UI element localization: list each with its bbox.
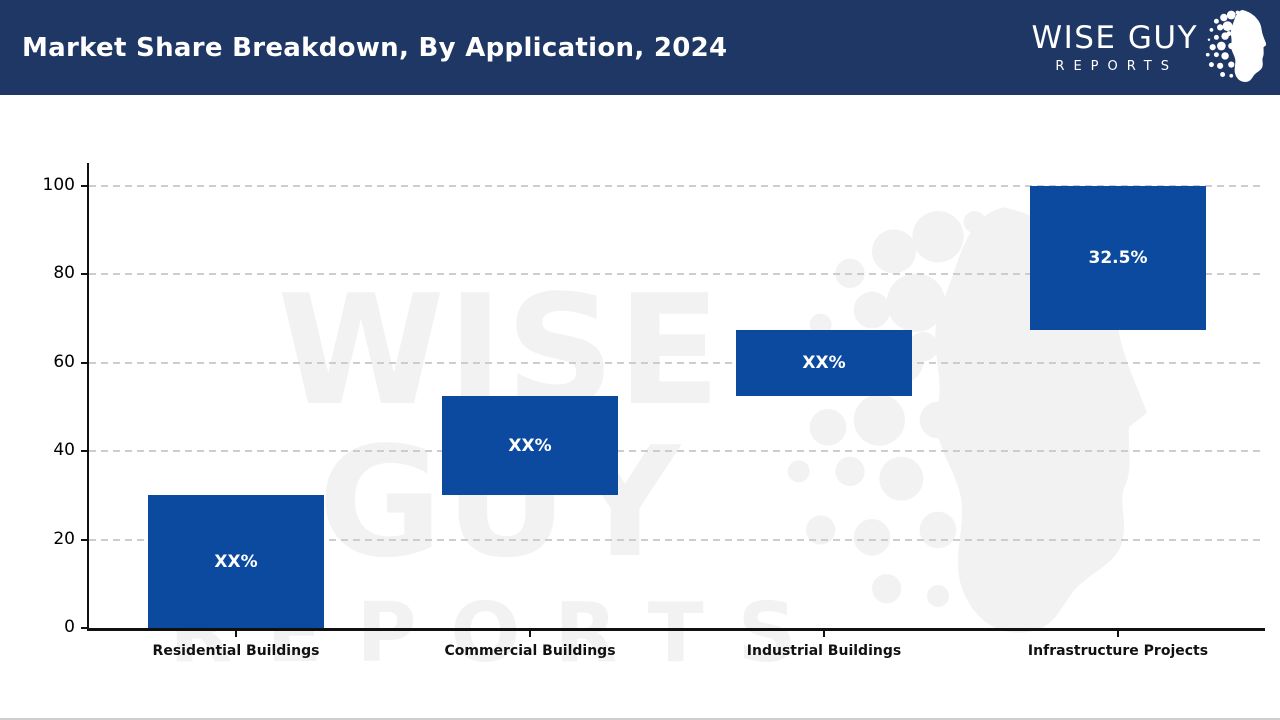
- x-category-label: Commercial Buildings: [444, 643, 616, 659]
- y-tick-mark: [81, 450, 89, 453]
- y-tick-mark: [81, 361, 89, 364]
- header-bar: Market Share Breakdown, By Application, …: [0, 0, 1280, 95]
- x-tick-mark: [823, 628, 825, 637]
- y-tick-mark: [81, 273, 89, 276]
- y-tick-mark: [81, 627, 89, 629]
- y-tick-label: 40: [53, 440, 75, 461]
- bar-value-label: 32.5%: [1088, 247, 1148, 268]
- gridline-60: [89, 361, 1265, 364]
- y-axis-line: [87, 163, 89, 631]
- bar-value-label: XX%: [214, 551, 258, 572]
- brand-logo-text: WISE GUY REPORTS: [1031, 19, 1198, 74]
- brand-name: WISE GUY: [1031, 19, 1198, 56]
- gridline-100: [89, 185, 1265, 187]
- y-tick-label: 60: [53, 351, 75, 372]
- bar-4: [1030, 186, 1206, 330]
- x-category-label: Residential Buildings: [152, 643, 320, 659]
- y-tick-label: 20: [53, 528, 75, 549]
- x-axis-line: [87, 628, 1265, 631]
- x-category-label: Industrial Buildings: [746, 643, 902, 659]
- brand-subtitle: REPORTS: [1055, 58, 1179, 74]
- brand-logo: WISE GUY REPORTS: [1031, 7, 1267, 89]
- bar-value-label: XX%: [508, 435, 552, 456]
- x-tick-mark: [1117, 628, 1119, 637]
- y-tick-label: 80: [53, 263, 75, 284]
- x-tick-mark: [235, 628, 237, 637]
- wise-guy-head-icon: [1204, 7, 1267, 89]
- x-tick-mark: [529, 628, 531, 637]
- y-tick-label: 100: [42, 175, 75, 195]
- footer-divider: [0, 718, 1280, 720]
- chart-title: Market Share Breakdown, By Application, …: [22, 32, 728, 63]
- gridline-80: [89, 273, 1265, 276]
- bar-value-label: XX%: [802, 352, 846, 373]
- x-category-label: Infrastructure Projects: [1027, 643, 1209, 659]
- y-tick-mark: [81, 538, 89, 541]
- y-tick-mark: [81, 185, 89, 187]
- gridline-20: [89, 538, 1265, 541]
- y-tick-label: 0: [64, 617, 75, 637]
- bar-2: [442, 395, 618, 496]
- bar-1: [148, 495, 324, 628]
- gridline-40: [89, 450, 1265, 453]
- bar-3: [736, 329, 912, 396]
